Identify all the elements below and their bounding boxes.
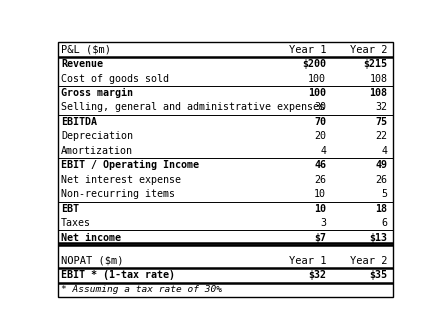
Text: 46: 46: [314, 160, 326, 170]
Text: Selling, general and administrative expenses: Selling, general and administrative expe…: [61, 102, 325, 113]
Text: 4: 4: [381, 146, 388, 156]
Text: Taxes: Taxes: [61, 218, 91, 228]
Text: 5: 5: [381, 189, 388, 199]
Text: 10: 10: [314, 204, 326, 214]
Text: 10: 10: [314, 189, 326, 199]
Text: Net income: Net income: [61, 233, 121, 243]
Text: EBT: EBT: [61, 204, 79, 214]
Text: 75: 75: [375, 117, 388, 127]
Text: 100: 100: [308, 88, 326, 98]
Text: 22: 22: [375, 131, 388, 141]
Text: Gross margin: Gross margin: [61, 88, 133, 98]
Text: Year 1: Year 1: [289, 256, 326, 266]
Text: $7: $7: [314, 233, 326, 243]
Text: 108: 108: [370, 74, 388, 84]
Text: 26: 26: [375, 175, 388, 185]
Text: 32: 32: [375, 102, 388, 113]
Text: 18: 18: [375, 204, 388, 214]
Text: EBIT * (1-tax rate): EBIT * (1-tax rate): [61, 270, 175, 280]
Text: 70: 70: [314, 117, 326, 127]
Text: Year 2: Year 2: [350, 256, 388, 266]
Text: P&L ($m): P&L ($m): [61, 45, 111, 55]
Text: Non-recurring items: Non-recurring items: [61, 189, 175, 199]
Text: Revenue: Revenue: [61, 59, 103, 69]
Text: 6: 6: [381, 218, 388, 228]
Text: 30: 30: [314, 102, 326, 113]
Text: Cost of goods sold: Cost of goods sold: [61, 74, 169, 84]
Text: Year 2: Year 2: [350, 45, 388, 55]
Text: $32: $32: [308, 270, 326, 280]
Text: Amortization: Amortization: [61, 146, 133, 156]
Text: NOPAT ($m): NOPAT ($m): [61, 256, 124, 266]
Text: 20: 20: [314, 131, 326, 141]
Text: Year 1: Year 1: [289, 45, 326, 55]
Text: 108: 108: [370, 88, 388, 98]
Text: $13: $13: [370, 233, 388, 243]
Text: $215: $215: [363, 59, 388, 69]
Text: 100: 100: [308, 74, 326, 84]
Text: 4: 4: [320, 146, 326, 156]
Text: * Assuming a tax rate of 30%: * Assuming a tax rate of 30%: [61, 285, 222, 294]
Text: $200: $200: [302, 59, 326, 69]
Text: Depreciation: Depreciation: [61, 131, 133, 141]
Text: 49: 49: [375, 160, 388, 170]
Text: EBITDA: EBITDA: [61, 117, 97, 127]
Text: EBIT / Operating Income: EBIT / Operating Income: [61, 160, 199, 170]
Text: Net interest expense: Net interest expense: [61, 175, 181, 185]
Text: 3: 3: [320, 218, 326, 228]
Text: $35: $35: [370, 270, 388, 280]
Text: 26: 26: [314, 175, 326, 185]
